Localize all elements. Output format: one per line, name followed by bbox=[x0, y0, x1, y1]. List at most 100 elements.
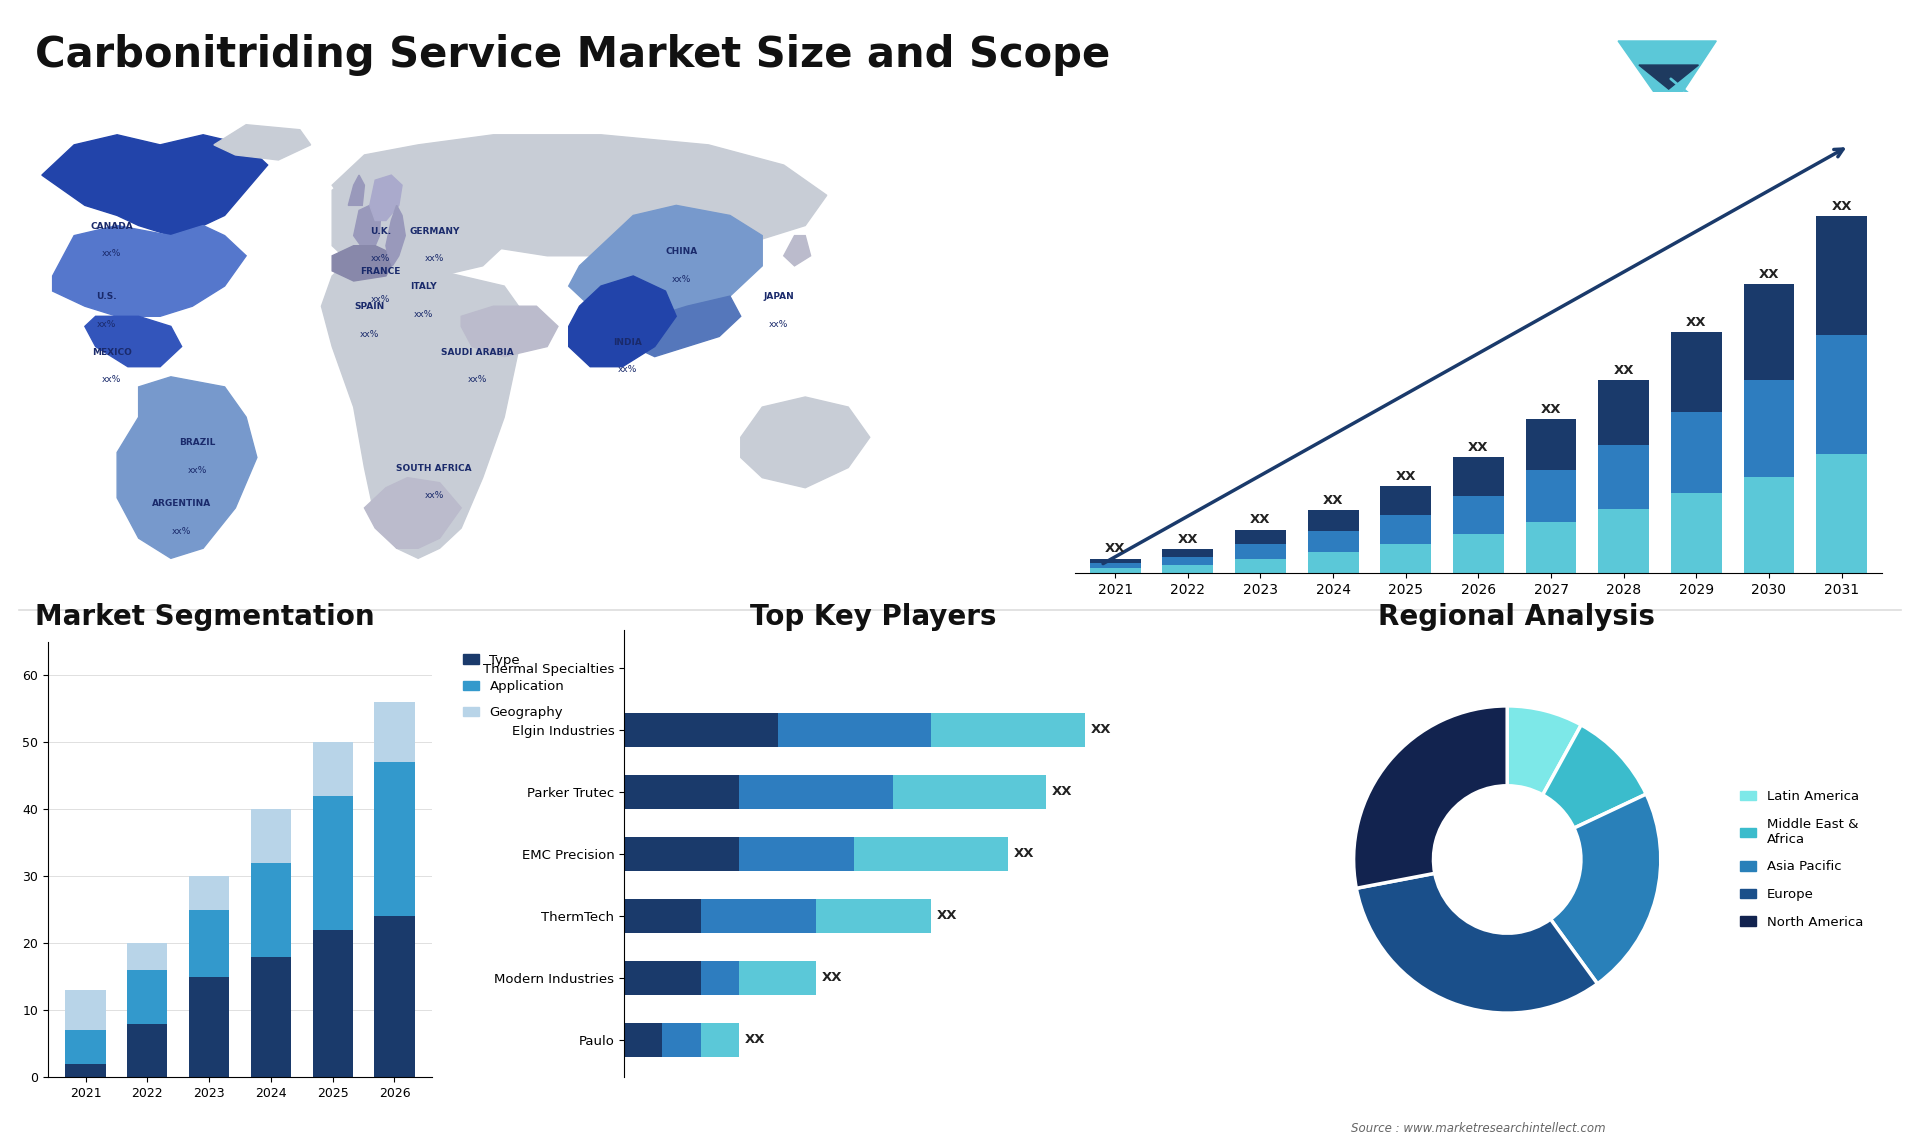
Polygon shape bbox=[353, 205, 380, 251]
Bar bbox=[1743, 284, 1795, 380]
Bar bbox=[127, 1023, 167, 1077]
Text: XX: XX bbox=[1540, 402, 1561, 416]
Bar bbox=[854, 837, 1008, 871]
Text: FRANCE: FRANCE bbox=[361, 267, 401, 276]
Polygon shape bbox=[634, 296, 741, 356]
Bar bbox=[1162, 565, 1213, 573]
Polygon shape bbox=[568, 205, 762, 316]
Text: RESEARCH: RESEARCH bbox=[1751, 76, 1814, 86]
Wedge shape bbox=[1542, 725, 1645, 829]
Bar bbox=[1453, 457, 1503, 496]
Bar bbox=[1235, 544, 1286, 558]
Text: U.S.: U.S. bbox=[96, 292, 117, 301]
Text: Market Segmentation: Market Segmentation bbox=[35, 603, 374, 630]
Text: xx%: xx% bbox=[424, 254, 444, 264]
Polygon shape bbox=[321, 245, 526, 558]
Text: CANADA: CANADA bbox=[90, 221, 132, 230]
Text: INTELLECT: INTELLECT bbox=[1751, 100, 1814, 110]
Polygon shape bbox=[42, 135, 267, 236]
Bar bbox=[624, 713, 778, 747]
Legend: Latin America, Middle East &
Africa, Asia Pacific, Europe, North America: Latin America, Middle East & Africa, Asi… bbox=[1736, 786, 1866, 933]
Bar bbox=[1380, 516, 1430, 544]
Text: MARKET: MARKET bbox=[1751, 52, 1801, 62]
Text: JAPAN: JAPAN bbox=[762, 292, 793, 301]
Polygon shape bbox=[783, 236, 810, 266]
Bar bbox=[624, 1023, 662, 1057]
Text: SOUTH AFRICA: SOUTH AFRICA bbox=[397, 464, 472, 472]
Bar bbox=[374, 917, 415, 1077]
Text: U.K.: U.K. bbox=[371, 227, 392, 236]
Text: xx%: xx% bbox=[371, 295, 390, 304]
Bar bbox=[127, 970, 167, 1023]
Bar bbox=[893, 775, 1046, 809]
Polygon shape bbox=[348, 175, 365, 205]
Bar bbox=[662, 1023, 701, 1057]
Text: xx%: xx% bbox=[468, 376, 488, 384]
Bar bbox=[701, 898, 816, 933]
Wedge shape bbox=[1507, 706, 1582, 795]
Text: xx%: xx% bbox=[173, 527, 192, 535]
Bar bbox=[1380, 486, 1430, 516]
Wedge shape bbox=[1354, 706, 1507, 888]
Text: INDIA: INDIA bbox=[612, 338, 643, 346]
Bar bbox=[65, 1063, 106, 1077]
Bar bbox=[65, 1030, 106, 1063]
Bar bbox=[1235, 558, 1286, 573]
Bar bbox=[374, 702, 415, 762]
Text: Top Key Players: Top Key Players bbox=[751, 603, 996, 630]
Bar bbox=[188, 910, 228, 976]
Polygon shape bbox=[52, 226, 246, 316]
Text: XX: XX bbox=[1014, 847, 1035, 861]
Polygon shape bbox=[371, 175, 401, 220]
Text: XX: XX bbox=[937, 909, 958, 923]
Bar bbox=[739, 775, 893, 809]
Text: ARGENTINA: ARGENTINA bbox=[152, 499, 211, 508]
Bar bbox=[313, 795, 353, 929]
Bar bbox=[1308, 552, 1359, 573]
Text: SPAIN: SPAIN bbox=[355, 303, 384, 312]
Bar bbox=[374, 762, 415, 917]
Text: BRAZIL: BRAZIL bbox=[180, 439, 215, 447]
Text: xx%: xx% bbox=[102, 250, 121, 258]
Text: xx%: xx% bbox=[424, 492, 444, 501]
Polygon shape bbox=[365, 478, 461, 548]
Text: xx%: xx% bbox=[371, 254, 390, 264]
Bar bbox=[624, 898, 701, 933]
Bar bbox=[1091, 558, 1140, 564]
Bar bbox=[188, 976, 228, 1077]
Text: Regional Analysis: Regional Analysis bbox=[1379, 603, 1655, 630]
Bar bbox=[1597, 380, 1649, 445]
Bar bbox=[1526, 470, 1576, 521]
Bar bbox=[313, 929, 353, 1077]
Polygon shape bbox=[117, 377, 257, 558]
Text: XX: XX bbox=[822, 972, 843, 984]
Polygon shape bbox=[461, 306, 559, 356]
Text: XX: XX bbox=[1052, 785, 1073, 799]
Bar bbox=[1526, 418, 1576, 470]
Bar bbox=[1816, 336, 1866, 454]
Polygon shape bbox=[332, 135, 828, 256]
Bar bbox=[624, 960, 701, 995]
Text: xx%: xx% bbox=[96, 320, 115, 329]
Bar bbox=[1526, 521, 1576, 573]
Polygon shape bbox=[1619, 41, 1716, 113]
Bar bbox=[1453, 496, 1503, 534]
Bar bbox=[778, 713, 931, 747]
Text: XX: XX bbox=[745, 1034, 766, 1046]
Polygon shape bbox=[332, 245, 397, 281]
Bar bbox=[1670, 413, 1722, 493]
Text: XX: XX bbox=[1613, 364, 1634, 377]
Text: XX: XX bbox=[1091, 723, 1112, 736]
Polygon shape bbox=[332, 155, 526, 276]
Bar bbox=[624, 837, 739, 871]
Bar bbox=[1162, 549, 1213, 557]
Text: XX: XX bbox=[1104, 542, 1125, 556]
Bar bbox=[1091, 568, 1140, 573]
Text: XX: XX bbox=[1759, 268, 1780, 281]
Text: XX: XX bbox=[1469, 441, 1488, 454]
Bar bbox=[313, 743, 353, 795]
Text: SAUDI ARABIA: SAUDI ARABIA bbox=[442, 347, 515, 356]
Bar bbox=[816, 898, 931, 933]
Wedge shape bbox=[1356, 873, 1597, 1013]
Polygon shape bbox=[568, 276, 676, 367]
